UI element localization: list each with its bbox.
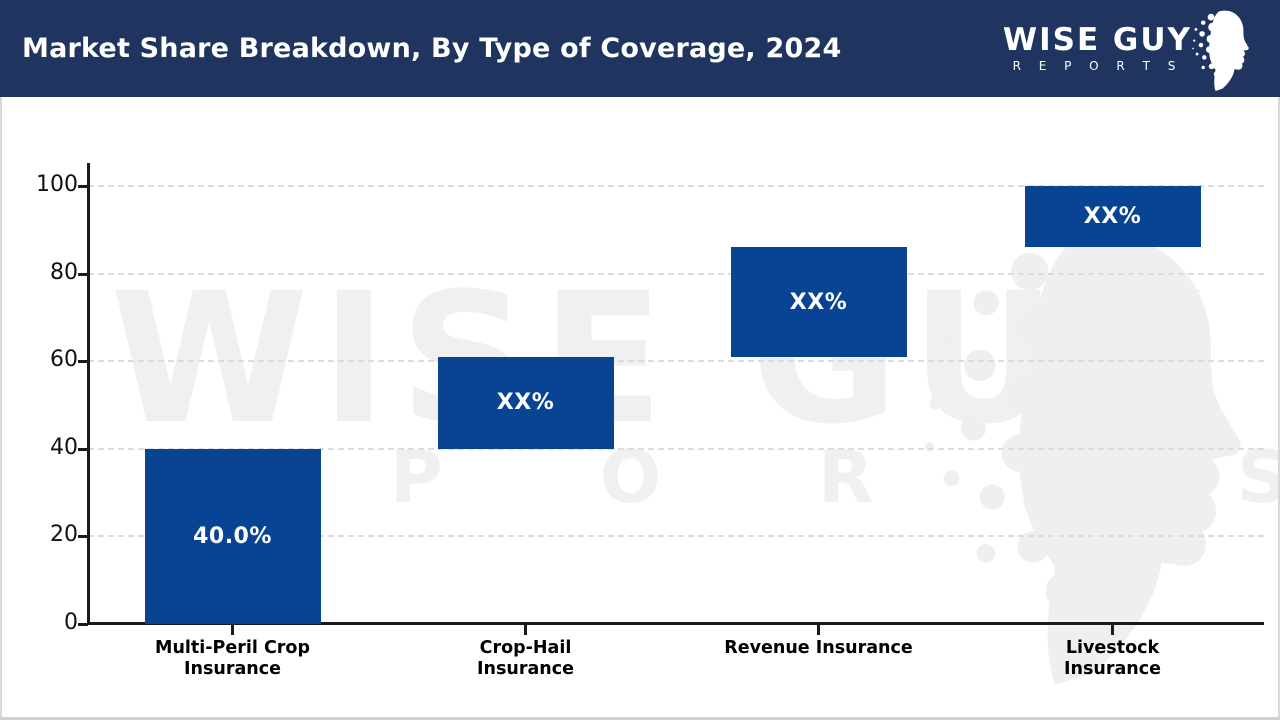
y-axis-tick [78, 360, 88, 364]
y-axis-tick [78, 535, 88, 539]
y-axis-tick [78, 272, 88, 276]
x-axis-tick [231, 622, 234, 635]
wiseguy-face-icon [1192, 10, 1249, 91]
bar-2: XX% [437, 356, 614, 449]
y-tick-label: 40 [50, 434, 78, 460]
y-axis-tick [78, 185, 88, 188]
x-axis-tick [524, 622, 527, 635]
gridline [88, 535, 1264, 538]
bar-value-label: 40.0% [193, 523, 272, 549]
bar-value-label: XX% [789, 289, 848, 315]
y-tick-label: 80 [50, 259, 78, 285]
header-bar: Market Share Breakdown, By Type of Cover… [0, 0, 1280, 97]
gridline [88, 447, 1264, 450]
y-axis-tick [78, 623, 88, 626]
bar-value-label: XX% [496, 390, 555, 416]
logo-subtitle: R E P O R T S [1012, 58, 1183, 73]
x-axis-line [88, 622, 1264, 625]
x-axis-tick [1111, 622, 1114, 635]
gridline [88, 360, 1264, 363]
bar-1: 40.0% [144, 448, 321, 624]
x-category-label: Crop-Hail Insurance [477, 638, 574, 679]
page-title: Market Share Breakdown, By Type of Cover… [22, 33, 842, 64]
y-axis-line [87, 163, 90, 625]
bar-4: XX% [1024, 186, 1201, 248]
y-tick-label: 100 [36, 172, 78, 197]
bar-value-label: XX% [1083, 204, 1142, 230]
logo-text: WISE GUY R E P O R T S [1003, 24, 1192, 73]
bar-3: XX% [730, 247, 907, 357]
y-tick-label: 20 [50, 522, 78, 548]
watermark-wordmark: WISE GUY [110, 255, 1212, 464]
logo-wordmark: WISE GUY [1002, 22, 1192, 59]
x-category-label: Revenue Insurance [724, 638, 913, 658]
x-category-label: Multi-Peril Crop Insurance [155, 638, 310, 679]
y-tick-label: 60 [50, 347, 78, 373]
y-axis-tick [78, 447, 88, 451]
chart-canvas: WISE GUY P O R T S 0 20 40 60 80 100 40.0% XX% X… [0, 97, 1280, 720]
x-category-label: Livestock Insurance [1064, 638, 1161, 679]
watermark-face-icon [924, 235, 1241, 685]
x-axis-tick [817, 622, 820, 635]
wiseguy-logo: WISE GUY R E P O R T S [1003, 7, 1262, 91]
gridline [88, 185, 1264, 187]
y-tick-label: 0 [64, 610, 78, 635]
gridline [88, 272, 1264, 275]
